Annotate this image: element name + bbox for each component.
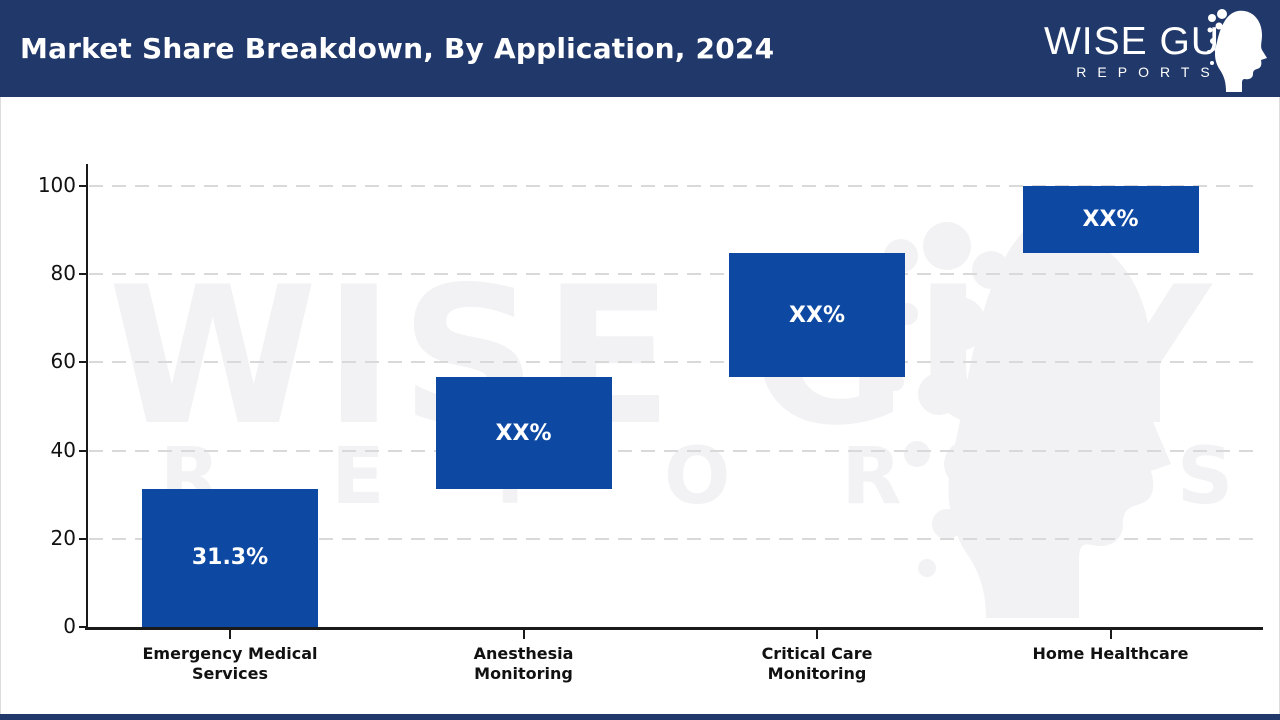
y-axis-tick-label: 0 xyxy=(63,614,76,638)
category-label: Emergency Medical Services xyxy=(142,644,318,684)
bar-3: XX% xyxy=(729,253,905,378)
y-axis-tick-mark xyxy=(79,273,87,276)
y-axis-tick-mark xyxy=(79,361,87,364)
x-axis-line xyxy=(85,627,1263,630)
y-axis-tick-label: 80 xyxy=(50,261,76,286)
bar-4: XX% xyxy=(1022,186,1199,254)
y-axis-tick-mark xyxy=(79,185,87,187)
y-axis-line xyxy=(86,164,88,630)
y-axis-tick-label: 40 xyxy=(50,437,76,462)
y-axis-tick-mark xyxy=(79,626,87,628)
x-axis-tick-mark xyxy=(816,630,818,639)
y-axis-tick-label: 100 xyxy=(37,173,76,197)
gridline-60 xyxy=(89,361,1262,364)
bar-value-label: XX% xyxy=(1082,207,1139,233)
y-axis-tick-label: 20 xyxy=(50,525,76,550)
wise-guy-reports-logo: WISE GUY REPORTS xyxy=(1016,6,1267,92)
y-axis-tick-mark xyxy=(79,537,87,540)
gridline-100 xyxy=(89,185,1262,187)
x-axis-tick-mark xyxy=(229,630,231,639)
y-axis-tick-label: 60 xyxy=(50,349,76,374)
x-axis-tick-mark xyxy=(522,630,525,639)
bar-1: 31.3% xyxy=(142,488,318,627)
chart-title: Market Share Breakdown, By Application, … xyxy=(20,32,775,65)
category-label: Anesthesia Monitoring xyxy=(473,644,574,684)
logo-brand-subtitle: REPORTS xyxy=(1076,64,1221,80)
x-axis-tick-mark xyxy=(1109,630,1112,639)
gridline-80 xyxy=(89,273,1262,276)
bar-value-label: XX% xyxy=(789,302,845,328)
gridline-20 xyxy=(89,537,1262,540)
plot-area: 0 20 40 60 80 100 31.3% Emergency Medical Servic… xyxy=(0,97,1280,720)
y-axis-tick-mark xyxy=(79,449,87,452)
bar-value-label: XX% xyxy=(495,420,552,446)
bar-value-label: 31.3% xyxy=(191,545,269,571)
logo-head-profile-icon xyxy=(1207,9,1267,92)
watermark-head-profile xyxy=(884,222,1171,618)
header-band: Market Share Breakdown, By Application, … xyxy=(0,0,1280,97)
footer-band xyxy=(0,714,1280,720)
bar-2: XX% xyxy=(435,377,612,489)
category-label: Critical Care Monitoring xyxy=(761,644,873,684)
category-label: Home Healthcare xyxy=(1032,644,1189,663)
gridline-40 xyxy=(89,449,1262,452)
